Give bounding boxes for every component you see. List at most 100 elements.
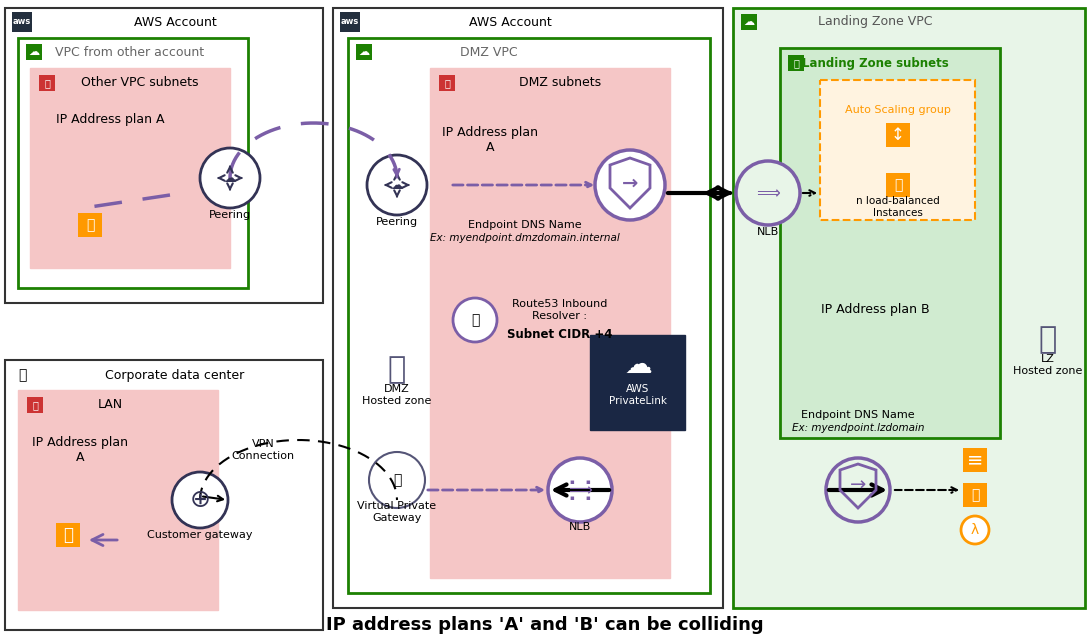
Text: →: → xyxy=(850,476,866,494)
FancyBboxPatch shape xyxy=(12,12,32,32)
Text: 🏢: 🏢 xyxy=(17,368,26,382)
Text: 🔒: 🔒 xyxy=(793,58,799,68)
FancyBboxPatch shape xyxy=(5,8,323,303)
Text: ⊕: ⊕ xyxy=(190,488,211,512)
Text: Subnet CIDR +4: Subnet CIDR +4 xyxy=(507,329,613,342)
Text: AWS Account: AWS Account xyxy=(133,15,216,28)
FancyBboxPatch shape xyxy=(439,75,455,91)
Text: LAN: LAN xyxy=(97,399,122,412)
Text: ▪: ▪ xyxy=(570,479,574,485)
FancyBboxPatch shape xyxy=(340,12,360,32)
Text: →: → xyxy=(622,173,638,193)
Text: Auto Scaling group: Auto Scaling group xyxy=(846,105,951,115)
Text: NLB: NLB xyxy=(757,227,779,237)
FancyBboxPatch shape xyxy=(29,68,230,268)
FancyBboxPatch shape xyxy=(886,173,910,197)
Text: ⬛: ⬛ xyxy=(894,178,902,192)
Text: VPN
Connection: VPN Connection xyxy=(231,439,295,461)
FancyBboxPatch shape xyxy=(733,8,1086,608)
Text: aws: aws xyxy=(13,17,32,26)
Text: ☁: ☁ xyxy=(391,178,404,191)
Text: IP Address plan
A: IP Address plan A xyxy=(442,126,538,154)
Circle shape xyxy=(595,150,666,220)
FancyBboxPatch shape xyxy=(348,38,710,593)
Text: ↕: ↕ xyxy=(891,126,904,144)
Text: Endpoint DNS Name: Endpoint DNS Name xyxy=(468,220,582,230)
Text: DMZ subnets: DMZ subnets xyxy=(519,76,601,89)
Text: IP Address plan B: IP Address plan B xyxy=(820,304,930,317)
FancyBboxPatch shape xyxy=(820,80,975,220)
Text: IP address plans 'A' and 'B' can be colliding: IP address plans 'A' and 'B' can be coll… xyxy=(326,616,764,634)
Text: Peering: Peering xyxy=(376,217,418,227)
FancyBboxPatch shape xyxy=(29,68,230,268)
Text: 🔒: 🔒 xyxy=(32,400,38,410)
Circle shape xyxy=(548,458,612,522)
Text: 🔒: 🔒 xyxy=(444,78,449,88)
Text: 📱: 📱 xyxy=(471,313,479,327)
FancyBboxPatch shape xyxy=(741,14,757,30)
Text: NLB: NLB xyxy=(568,522,591,532)
Text: LZ
Hosted zone: LZ Hosted zone xyxy=(1014,354,1082,376)
FancyBboxPatch shape xyxy=(430,68,670,578)
Text: DMZ VPC: DMZ VPC xyxy=(460,46,517,58)
Text: n load-balanced
Instances: n load-balanced Instances xyxy=(856,196,939,218)
Text: Corporate data center: Corporate data center xyxy=(106,369,244,381)
Text: Endpoint DNS Name: Endpoint DNS Name xyxy=(801,410,915,420)
Text: ☁: ☁ xyxy=(743,17,755,27)
Circle shape xyxy=(367,155,427,215)
Text: ⬛: ⬛ xyxy=(86,218,94,232)
Text: 🛡: 🛡 xyxy=(388,356,406,385)
Text: Landing Zone subnets: Landing Zone subnets xyxy=(802,56,948,69)
FancyBboxPatch shape xyxy=(356,44,372,60)
Text: ☁: ☁ xyxy=(624,351,652,379)
Text: ≡: ≡ xyxy=(967,451,983,469)
Text: ▪: ▪ xyxy=(586,479,590,485)
Text: DMZ
Hosted zone: DMZ Hosted zone xyxy=(362,384,432,406)
Text: Ex: myendpoint.lzdomain: Ex: myendpoint.lzdomain xyxy=(792,423,924,433)
Text: Ex: myendpoint.dmzdomain.internal: Ex: myendpoint.dmzdomain.internal xyxy=(430,233,620,243)
Text: Virtual Private
Gateway: Virtual Private Gateway xyxy=(358,501,436,523)
Circle shape xyxy=(826,458,890,522)
FancyBboxPatch shape xyxy=(27,397,43,413)
FancyBboxPatch shape xyxy=(788,55,804,71)
Text: ⬛: ⬛ xyxy=(971,488,980,502)
FancyBboxPatch shape xyxy=(56,523,80,547)
FancyBboxPatch shape xyxy=(886,123,910,147)
Circle shape xyxy=(961,516,990,544)
FancyBboxPatch shape xyxy=(5,360,323,630)
Text: λ: λ xyxy=(971,523,979,537)
Text: 🛡: 🛡 xyxy=(1039,325,1057,354)
Text: IP Address plan A: IP Address plan A xyxy=(56,114,165,126)
Text: Route53 Inbound
Resolver :: Route53 Inbound Resolver : xyxy=(513,299,608,321)
Circle shape xyxy=(369,452,425,508)
Circle shape xyxy=(172,472,228,528)
Circle shape xyxy=(736,161,800,225)
Text: ☁: ☁ xyxy=(224,171,237,184)
Text: Peering: Peering xyxy=(209,210,251,220)
Text: VPC from other account: VPC from other account xyxy=(56,46,205,58)
Circle shape xyxy=(200,148,260,208)
Text: AWS Account: AWS Account xyxy=(469,15,551,28)
Text: ⟹: ⟹ xyxy=(568,481,592,499)
Text: 🔐: 🔐 xyxy=(393,473,401,487)
FancyBboxPatch shape xyxy=(963,448,987,472)
FancyBboxPatch shape xyxy=(780,48,1000,438)
FancyBboxPatch shape xyxy=(26,44,41,60)
FancyBboxPatch shape xyxy=(17,38,248,288)
FancyBboxPatch shape xyxy=(39,75,55,91)
Text: AWS
PrivateLink: AWS PrivateLink xyxy=(609,384,667,406)
Text: ☁: ☁ xyxy=(359,47,370,57)
Text: ▪: ▪ xyxy=(570,495,574,501)
Text: aws: aws xyxy=(340,17,359,26)
Text: 🔒: 🔒 xyxy=(44,78,50,88)
Text: ▪: ▪ xyxy=(586,495,590,501)
Circle shape xyxy=(453,298,497,342)
Text: ⟹: ⟹ xyxy=(756,184,780,202)
FancyBboxPatch shape xyxy=(333,8,723,608)
Text: Landing Zone VPC: Landing Zone VPC xyxy=(818,15,932,28)
FancyBboxPatch shape xyxy=(17,390,218,610)
Text: 🗄: 🗄 xyxy=(63,526,73,544)
Text: IP Address plan
A: IP Address plan A xyxy=(32,436,128,464)
FancyBboxPatch shape xyxy=(590,335,685,430)
FancyBboxPatch shape xyxy=(963,483,987,507)
